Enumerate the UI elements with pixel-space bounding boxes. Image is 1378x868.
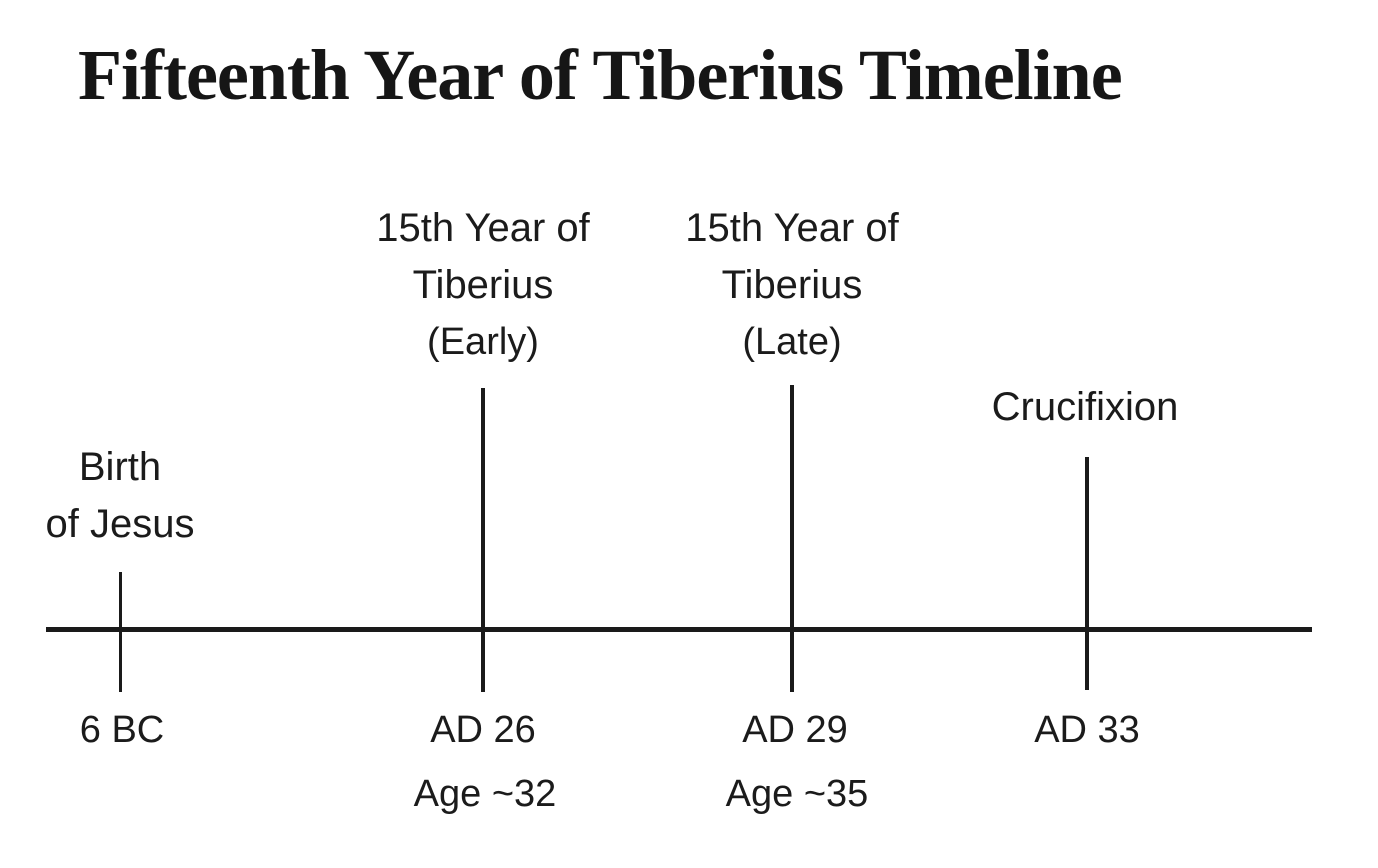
event-name-line: 15th Year of	[376, 206, 590, 250]
event-line-crucifixion	[1085, 457, 1089, 690]
date-label-ad33: AD 33	[1034, 709, 1140, 751]
event-name-line: Tiberius	[412, 263, 554, 307]
event-qualifier: (Late)	[742, 321, 842, 363]
date-label-ad29: AD 29	[742, 709, 848, 751]
event-label-tiberius-early: 15th Year of Tiberius (Early)	[376, 200, 590, 371]
date-label-6bc: 6 BC	[79, 709, 165, 751]
event-label-crucifixion: Crucifixion	[992, 379, 1179, 436]
page-title: Fifteenth Year of Tiberius Timeline	[78, 35, 1123, 115]
event-name-line: 15th Year of	[685, 206, 899, 250]
event-line-tiberius-early	[481, 388, 485, 692]
event-name-line: Tiberius	[721, 263, 863, 307]
event-line-birth	[119, 572, 122, 692]
event-qualifier: (Early)	[427, 321, 539, 363]
event-name-line: of Jesus	[45, 502, 195, 546]
event-label-tiberius-late: 15th Year of Tiberius (Late)	[685, 200, 899, 371]
event-line-tiberius-late	[790, 385, 794, 692]
timeline-axis	[46, 627, 1312, 632]
event-label-birth: Birth of Jesus	[46, 439, 195, 553]
event-name-line: Birth	[78, 445, 162, 489]
age-label-ad26: Age ~32	[413, 773, 557, 815]
age-label-ad29: Age ~35	[725, 773, 869, 815]
date-label-ad26: AD 26	[430, 709, 536, 751]
event-name-line: Crucifixion	[991, 385, 1179, 429]
